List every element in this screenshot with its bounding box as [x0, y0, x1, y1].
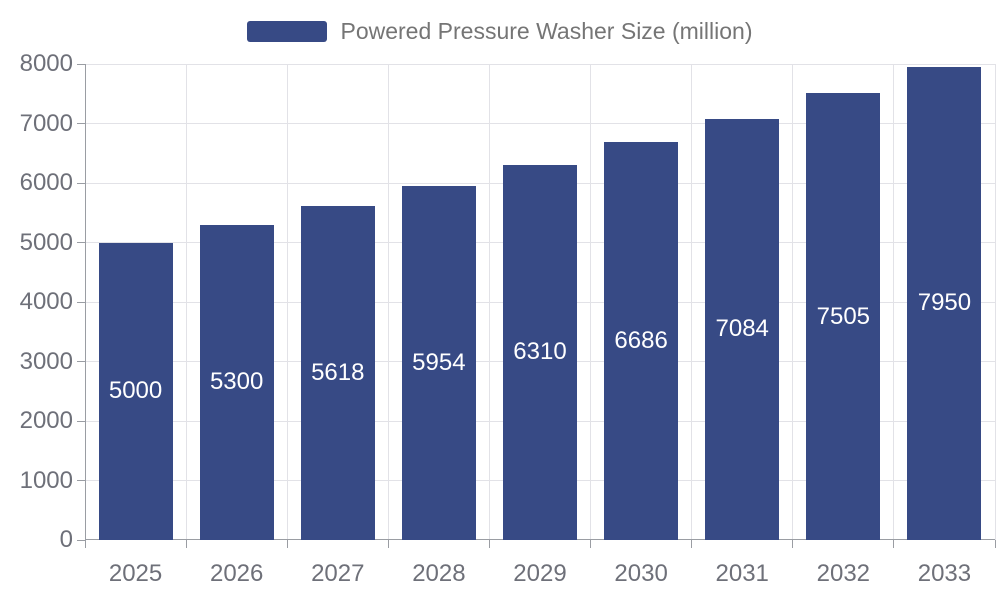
- y-axis-tick: [77, 420, 85, 422]
- bar-value-label: 6310: [513, 338, 567, 366]
- y-axis-tick: [77, 242, 85, 243]
- x-axis-tick: [994, 540, 996, 548]
- legend: Powered Pressure Washer Size (million): [0, 19, 1000, 44]
- bar-2030[interactable]: 6686: [604, 142, 679, 540]
- gridline-x: [691, 64, 693, 540]
- legend-label: Powered Pressure Washer Size (million): [340, 18, 753, 44]
- y-axis-tick-label: 6000: [19, 169, 73, 196]
- bar-2026[interactable]: 5300: [199, 224, 274, 540]
- gridline-x: [792, 64, 794, 540]
- x-axis-tick-label: 2032: [816, 560, 871, 587]
- x-axis-tick: [792, 540, 794, 548]
- legend-item[interactable]: Powered Pressure Washer Size (million): [247, 18, 753, 44]
- y-axis-tick: [77, 480, 85, 481]
- y-axis-tick-label: 4000: [19, 288, 73, 315]
- gridline-x: [185, 64, 187, 540]
- x-axis-tick-label: 2031: [715, 560, 769, 587]
- bar-value-label: 7084: [715, 315, 769, 343]
- x-axis-tick-label: 2025: [108, 560, 163, 587]
- y-axis-tick-label: 2000: [19, 407, 73, 434]
- y-axis-tick-label: 0: [59, 526, 73, 553]
- x-axis-tick: [488, 540, 490, 548]
- y-axis-tick-label: 1000: [19, 466, 73, 494]
- bar-2027[interactable]: 5618: [300, 205, 375, 540]
- x-axis-tick-label: 2026: [209, 560, 264, 587]
- bar-value-label: 7505: [816, 302, 871, 330]
- y-axis-tick: [77, 361, 85, 362]
- x-axis-tick-label: 2033: [917, 560, 972, 587]
- y-axis-tick-label: 3000: [19, 347, 73, 375]
- x-axis-tick-label: 2027: [311, 560, 365, 587]
- x-axis-tick-label: 2029: [513, 560, 567, 587]
- y-axis-tick-label: 7000: [19, 109, 73, 137]
- y-axis-tick: [77, 301, 85, 303]
- y-axis-labels: 0 1000 2000 3000 4000 5000 6000 7000 8000: [0, 50, 73, 553]
- bar-value-label: 6686: [614, 327, 668, 355]
- y-axis-tick: [77, 539, 85, 541]
- x-axis-tick-label: 2028: [412, 560, 466, 587]
- x-axis-labels: 2025 2026 2027 2028 2029 2030 2031 2032 2033: [85, 540, 995, 600]
- bar-2031[interactable]: 7084: [705, 118, 780, 540]
- gridline-x: [994, 64, 996, 540]
- y-axis-tick: [77, 182, 85, 184]
- legend-swatch: [247, 21, 328, 42]
- bar-2033[interactable]: 7950: [907, 66, 982, 540]
- bar-2029[interactable]: 6310: [503, 164, 577, 540]
- gridline-x: [387, 64, 389, 540]
- y-axis-tick-label: 5000: [19, 228, 73, 256]
- bar-2028[interactable]: 5954: [401, 185, 476, 540]
- gridline-y: [85, 123, 995, 124]
- bar-2032[interactable]: 7505: [806, 93, 881, 540]
- y-axis-tick: [77, 123, 85, 124]
- x-axis-tick: [286, 540, 288, 548]
- bar-value-label: 5300: [209, 368, 264, 396]
- bar-value-label: 7950: [917, 289, 972, 317]
- bar-2025[interactable]: 5000: [98, 242, 173, 540]
- gridline-x: [590, 64, 592, 540]
- x-axis-tick: [387, 540, 389, 548]
- plot-area: 5000 5300 5618 5954 6310 6686 7084 7505 7950: [77, 63, 996, 548]
- x-axis-tick: [185, 540, 187, 548]
- gridline-x: [286, 64, 288, 540]
- x-axis-tick: [893, 540, 895, 548]
- bar-value-label: 5954: [412, 348, 466, 376]
- y-axis-line: [85, 64, 86, 540]
- x-axis-tick: [590, 540, 592, 548]
- gridline-y: [85, 63, 995, 65]
- x-axis-tick: [691, 540, 693, 548]
- y-axis-tick-label: 8000: [19, 50, 73, 77]
- x-axis-tick-label: 2030: [614, 560, 668, 587]
- y-axis-tick: [77, 63, 85, 65]
- gridline-x: [488, 64, 490, 540]
- bar-value-label: 5618: [311, 358, 365, 386]
- gridline-x: [893, 64, 895, 540]
- bar-value-label: 5000: [108, 377, 163, 405]
- x-axis-tick: [84, 540, 86, 548]
